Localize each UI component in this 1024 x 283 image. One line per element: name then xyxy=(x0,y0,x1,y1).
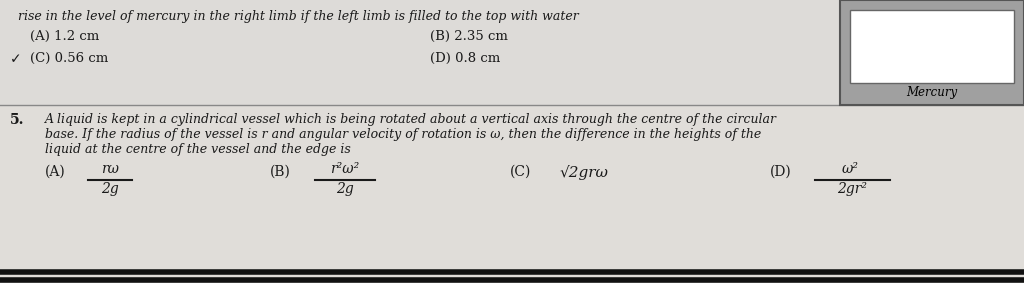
Bar xyxy=(0,105,1024,283)
Text: (C) 0.56 cm: (C) 0.56 cm xyxy=(30,52,109,65)
Text: Mercury: Mercury xyxy=(906,86,957,99)
Text: √2grω: √2grω xyxy=(560,165,609,180)
Text: r²ω²: r²ω² xyxy=(331,162,359,176)
Text: (C): (C) xyxy=(510,165,531,179)
Text: A liquid is kept in a cylindrical vessel which is being rotated about a vertical: A liquid is kept in a cylindrical vessel… xyxy=(45,113,777,126)
Text: (A): (A) xyxy=(45,165,66,179)
Text: 2gr²: 2gr² xyxy=(837,182,867,196)
Text: 2g: 2g xyxy=(336,182,354,196)
Text: 5.: 5. xyxy=(10,113,25,127)
Text: (D) 0.8 cm: (D) 0.8 cm xyxy=(430,52,501,65)
Bar xyxy=(840,0,1024,105)
Text: ✓: ✓ xyxy=(10,52,22,66)
Text: (D): (D) xyxy=(770,165,792,179)
Text: ω²: ω² xyxy=(842,162,858,176)
Text: 2g: 2g xyxy=(101,182,119,196)
Text: (A) 1.2 cm: (A) 1.2 cm xyxy=(30,30,99,43)
Text: rise in the level of mercury in the right limb if the left limb is filled to the: rise in the level of mercury in the righ… xyxy=(18,10,579,23)
Text: base. If the radius of the vessel is r and angular velocity of rotation is ω, th: base. If the radius of the vessel is r a… xyxy=(45,128,761,141)
Text: (B): (B) xyxy=(270,165,291,179)
Text: liquid at the centre of the vessel and the edge is: liquid at the centre of the vessel and t… xyxy=(45,143,351,156)
Text: (B) 2.35 cm: (B) 2.35 cm xyxy=(430,30,508,43)
Bar xyxy=(850,10,1014,83)
Text: rω: rω xyxy=(101,162,119,176)
